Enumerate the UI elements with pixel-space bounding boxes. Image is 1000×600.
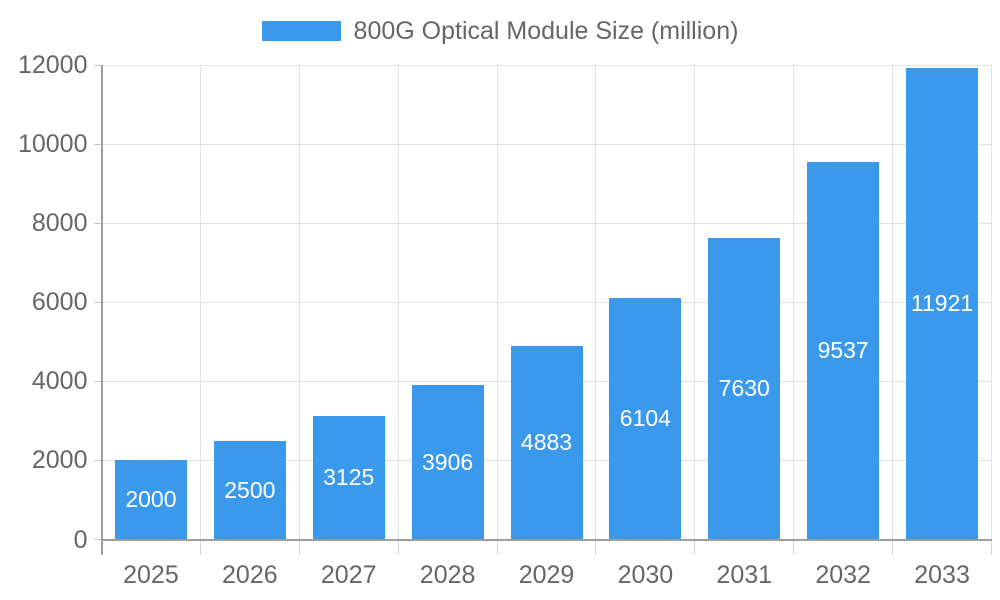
- x-axis-tick: [595, 539, 597, 555]
- gridline-horizontal: [101, 301, 992, 303]
- gridline-horizontal: [101, 143, 992, 145]
- x-axis-tick: [496, 539, 498, 555]
- bar-2031: [708, 237, 781, 540]
- bar-value-2030: 6104: [619, 405, 671, 432]
- bar-value-2033: 11921: [910, 290, 974, 317]
- y-axis-tick: [93, 539, 102, 540]
- x-axis-label-2032: 2032: [815, 561, 871, 589]
- x-axis-label-2028: 2028: [419, 561, 476, 589]
- x-axis-tick: [694, 539, 696, 555]
- gridline-vertical: [397, 65, 399, 540]
- y-axis-tick: [93, 380, 102, 382]
- y-axis-tick: [93, 222, 102, 224]
- x-axis-label-2031: 2031: [716, 561, 773, 589]
- y-axis-label-12000: 12000: [17, 51, 88, 79]
- x-axis-tick: [298, 539, 300, 555]
- y-axis-label-0: 0: [73, 525, 88, 554]
- bar-2026: [213, 440, 286, 540]
- y-axis-tick: [93, 143, 102, 145]
- x-axis-label-2030: 2030: [617, 561, 674, 589]
- legend-label: 800G Optical Module Size (million): [353, 16, 739, 45]
- bar-2032: [807, 162, 880, 540]
- legend-swatch: [261, 21, 341, 41]
- y-axis-label-2000: 2000: [31, 446, 88, 475]
- y-axis-tick: [93, 459, 102, 461]
- gridline-horizontal: [101, 222, 992, 224]
- bar-value-2028: 3906: [422, 448, 474, 475]
- bar-value-2029: 4883: [520, 429, 573, 456]
- bar-2027: [312, 415, 385, 540]
- x-axis-line: [101, 538, 992, 541]
- gridline-horizontal: [101, 64, 992, 66]
- bar-2030: [609, 298, 682, 540]
- bar-value-2026: 2500: [224, 476, 276, 503]
- x-axis-label-2033: 2033: [914, 561, 970, 589]
- x-axis-tick: [397, 539, 399, 555]
- y-axis-tick: [93, 64, 102, 66]
- bar-value-2031: 7630: [718, 375, 770, 402]
- x-axis-label-2027: 2027: [320, 561, 377, 589]
- x-axis-tick: [892, 539, 894, 555]
- y-axis-line: [100, 65, 103, 555]
- x-axis-label-2026: 2026: [222, 561, 278, 589]
- gridline-vertical: [991, 65, 992, 540]
- gridline-vertical: [595, 65, 597, 540]
- gridline-vertical: [694, 65, 696, 540]
- gridline-vertical: [298, 65, 300, 540]
- y-axis-label-4000: 4000: [31, 367, 88, 396]
- bar-2033: [906, 68, 979, 540]
- gridline-vertical: [199, 65, 201, 540]
- x-axis-tick: [991, 539, 992, 555]
- bar-2029: [510, 346, 583, 540]
- bar-2028: [411, 385, 484, 540]
- x-axis-tick: [199, 539, 201, 555]
- y-axis-label-10000: 10000: [17, 130, 88, 159]
- bar-value-2027: 3125: [323, 464, 375, 491]
- y-axis-label-8000: 8000: [31, 209, 88, 238]
- gridline-vertical: [892, 65, 894, 540]
- gridline-vertical: [793, 65, 795, 540]
- y-axis-label-6000: 6000: [31, 288, 88, 317]
- gridline-vertical: [496, 65, 498, 540]
- bar-2025: [114, 460, 187, 540]
- x-axis-tick: [793, 539, 795, 555]
- bar-value-2032: 9537: [817, 337, 869, 364]
- legend[interactable]: 800G Optical Module Size (million): [0, 14, 1000, 48]
- x-axis-label-2029: 2029: [518, 561, 575, 589]
- x-axis-label-2025: 2025: [123, 561, 179, 589]
- bar-value-2025: 2000: [125, 486, 177, 513]
- y-axis-tick: [93, 301, 102, 303]
